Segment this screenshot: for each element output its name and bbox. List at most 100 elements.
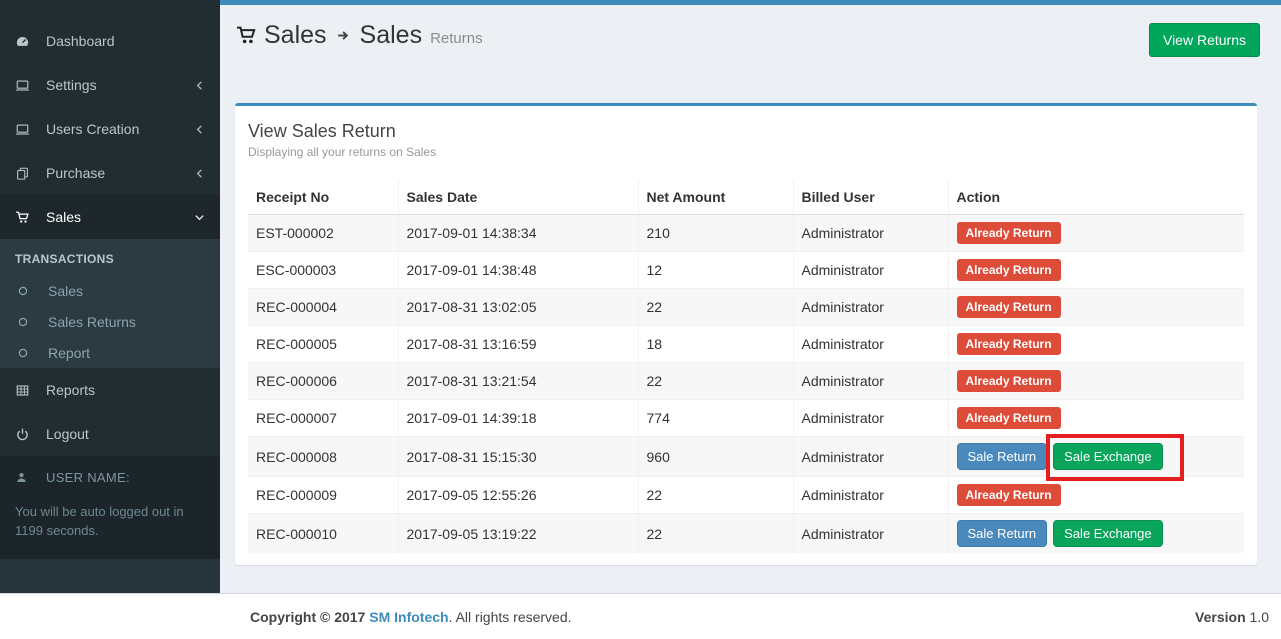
cell-sales-date: 2017-08-31 15:15:30 [397, 436, 638, 477]
arrow-right-icon [336, 28, 351, 43]
sidebar-item-label: Dashboard [46, 33, 115, 49]
copyright-text: Copyright © 2017 SM Infotech. All rights… [250, 609, 572, 625]
cell-action: Sale Return Sale Exchange [947, 434, 1244, 481]
cell-net-amount: 22 [637, 288, 793, 326]
already-return-badge: Already Return [956, 296, 1061, 318]
circle-icon [17, 316, 41, 328]
sidebar-item-users-creation[interactable]: Users Creation [0, 107, 220, 151]
table-header-row: Receipt No Sales Date Net Amount Billed … [248, 180, 1244, 215]
dashboard-icon [15, 34, 39, 49]
cell-receipt-no: REC-000004 [248, 288, 398, 326]
cell-net-amount: 774 [637, 399, 793, 437]
highlight-wrapper: Sale Exchange [1046, 434, 1184, 481]
cell-billed-user: Administrator [792, 362, 948, 400]
cell-sales-date: 2017-09-05 13:19:22 [397, 513, 638, 553]
chevron-down-icon [194, 212, 205, 223]
submenu-item-sales[interactable]: Sales [0, 275, 220, 306]
column-header-billed-user: Billed User [792, 180, 948, 215]
cell-sales-date: 2017-09-01 14:38:48 [397, 251, 638, 289]
sidebar-item-dashboard[interactable]: Dashboard [0, 19, 220, 63]
table-row: REC-000005 2017-08-31 13:16:59 18 Administr… [248, 325, 1244, 363]
column-header-receipt-no: Receipt No [248, 180, 398, 215]
table-row: REC-000004 2017-08-31 13:02:05 22 Administr… [248, 288, 1244, 326]
cell-receipt-no: EST-000002 [248, 214, 398, 252]
panel-subtitle: Displaying all your returns on Sales [248, 145, 437, 159]
sidebar-item-purchase[interactable]: Purchase [0, 151, 220, 195]
cell-receipt-no: REC-000007 [248, 399, 398, 437]
already-return-badge: Already Return [956, 484, 1061, 506]
power-icon [15, 427, 39, 442]
cell-receipt-no: REC-000005 [248, 325, 398, 363]
sales-submenu: TRANSACTIONS Sales Sales Returns Report [0, 239, 220, 368]
chevron-left-icon [194, 168, 205, 179]
version-label: Version [1195, 608, 1246, 625]
sidebar-item-label: Purchase [46, 165, 106, 181]
cell-net-amount: 960 [637, 436, 793, 477]
submenu-item-label: Report [48, 344, 91, 361]
sale-return-button[interactable]: Sale Return [956, 443, 1048, 470]
cart-icon [236, 25, 257, 46]
cell-receipt-no: REC-000010 [248, 513, 398, 553]
cell-action: Already Return [947, 325, 1244, 363]
sidebar-item-reports[interactable]: Reports [0, 368, 220, 412]
cell-sales-date: 2017-08-31 13:16:59 [397, 325, 638, 363]
breadcrumb-secondary: Sales [359, 21, 423, 49]
sale-exchange-button[interactable]: Sale Exchange [1053, 443, 1163, 470]
sidebar-item-settings[interactable]: Settings [0, 63, 220, 107]
cell-billed-user: Administrator [792, 325, 948, 363]
submenu-item-report[interactable]: Report [0, 337, 220, 368]
circle-icon [17, 285, 41, 297]
submenu-item-label: Sales Returns [48, 313, 136, 330]
app-wrapper: Dashboard Settings Users Creation [0, 0, 1281, 593]
copyright-suffix: . All rights reserved. [448, 608, 572, 625]
cell-billed-user: Administrator [792, 476, 948, 514]
cell-net-amount: 22 [637, 513, 793, 553]
cell-receipt-no: REC-000006 [248, 362, 398, 400]
desktop-icon [15, 122, 39, 137]
already-return-badge: Already Return [956, 407, 1061, 429]
sales-return-panel: View Sales Return Displaying all your re… [235, 103, 1257, 565]
circle-icon [17, 347, 41, 359]
main-content: Sales Sales Returns View Returns View Sa… [220, 0, 1281, 593]
breadcrumb-primary[interactable]: Sales [264, 21, 327, 49]
cell-action: Already Return [947, 476, 1244, 514]
cell-sales-date: 2017-09-01 14:38:34 [397, 214, 638, 252]
column-header-net-amount: Net Amount [637, 180, 793, 215]
sale-return-button[interactable]: Sale Return [956, 520, 1048, 547]
sale-exchange-button[interactable]: Sale Exchange [1053, 520, 1163, 547]
cell-action: Already Return [947, 288, 1244, 326]
footer: Copyright © 2017 SM Infotech. All rights… [0, 593, 1281, 639]
user-name-label: USER NAME: [46, 470, 130, 485]
table-row: REC-000009 2017-09-05 12:55:26 22 Administr… [248, 476, 1244, 514]
cart-icon [15, 210, 39, 225]
user-icon [15, 471, 39, 484]
view-returns-button[interactable]: View Returns [1148, 23, 1260, 57]
submenu-section-label: TRANSACTIONS [15, 252, 114, 266]
sidebar-item-logout[interactable]: Logout [0, 412, 220, 456]
cell-net-amount: 22 [637, 476, 793, 514]
sales-table-body: EST-000002 2017-09-01 14:38:34 210 Administ… [248, 214, 1244, 553]
already-return-badge: Already Return [956, 333, 1061, 355]
auto-logout-note: You will be auto logged out in 1199 seco… [15, 504, 184, 538]
cell-sales-date: 2017-08-31 13:02:05 [397, 288, 638, 326]
cell-net-amount: 22 [637, 362, 793, 400]
table-row: REC-000007 2017-09-01 14:39:18 774 Administ… [248, 399, 1244, 437]
cell-receipt-no: REC-000009 [248, 476, 398, 514]
top-accent-bar [220, 0, 1281, 5]
cell-billed-user: Administrator [792, 288, 948, 326]
submenu-item-label: Sales [48, 282, 84, 299]
cell-sales-date: 2017-09-05 12:55:26 [397, 476, 638, 514]
breadcrumb: Sales Sales Returns [236, 21, 1261, 50]
sidebar-item-sales[interactable]: Sales [0, 195, 220, 239]
sidebar-item-label: Sales [46, 209, 82, 225]
submenu-item-sales-returns[interactable]: Sales Returns [0, 306, 220, 337]
user-info-panel: USER NAME: You will be auto logged out i… [0, 456, 220, 559]
sidebar-filler [0, 558, 220, 593]
column-header-action: Action [947, 180, 1244, 215]
company-link[interactable]: SM Infotech [369, 608, 449, 625]
sidebar-item-label: Users Creation [46, 121, 140, 137]
cell-action: Already Return [947, 362, 1244, 400]
table-row: REC-000010 2017-09-05 13:19:22 22 Administr… [248, 513, 1244, 553]
version-text: Version 1.0 [1195, 609, 1269, 625]
table-icon [15, 383, 39, 398]
